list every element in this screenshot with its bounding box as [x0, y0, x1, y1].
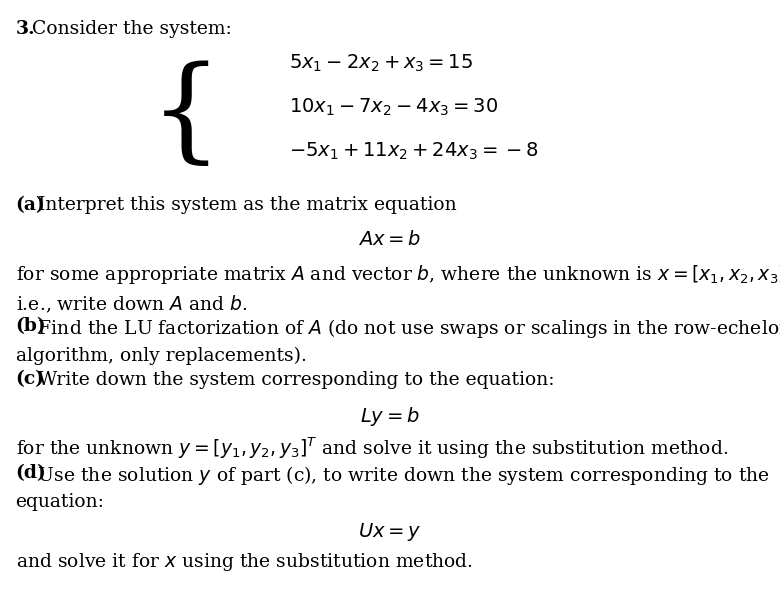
Text: (b): (b) — [16, 317, 46, 335]
Text: Interpret this system as the matrix equation: Interpret this system as the matrix equa… — [31, 196, 456, 214]
Text: Write down the system corresponding to the equation:: Write down the system corresponding to t… — [31, 371, 554, 388]
Text: for the unknown $y = [y_1, y_2, y_3]^T$ and solve it using the substitution meth: for the unknown $y = [y_1, y_2, y_3]^T$ … — [16, 436, 728, 461]
Text: i.e., write down $A$ and $b$.: i.e., write down $A$ and $b$. — [16, 294, 247, 315]
Text: $Ux = y$: $Ux = y$ — [358, 521, 422, 543]
Text: Use the solution $y$ of part (c), to write down the system corresponding to the: Use the solution $y$ of part (c), to wri… — [31, 464, 769, 487]
Text: and solve it for $x$ using the substitution method.: and solve it for $x$ using the substitut… — [16, 551, 473, 573]
Text: $10x_1 - 7x_2 - 4x_3 = 30$: $10x_1 - 7x_2 - 4x_3 = 30$ — [289, 97, 498, 118]
Text: $5x_1 - 2x_2 + x_3 = 15$: $5x_1 - 2x_2 + x_3 = 15$ — [289, 53, 473, 74]
Text: $-5x_1 + 11x_2 + 24x_3 = -8$: $-5x_1 + 11x_2 + 24x_3 = -8$ — [289, 141, 538, 162]
Text: equation:: equation: — [16, 493, 105, 511]
Text: $Ax = b$: $Ax = b$ — [358, 230, 422, 249]
Text: algorithm, only replacements).: algorithm, only replacements). — [16, 347, 307, 365]
Text: for some appropriate matrix $A$ and vector $b$, where the unknown is $x = [x_1, : for some appropriate matrix $A$ and vect… — [16, 262, 780, 287]
Text: Consider the system:: Consider the system: — [27, 20, 232, 37]
Text: (a): (a) — [16, 196, 45, 214]
Text: $Ly = b$: $Ly = b$ — [360, 405, 420, 428]
Text: {: { — [150, 60, 222, 171]
Text: (d): (d) — [16, 464, 46, 482]
Text: 3.: 3. — [16, 20, 35, 37]
Text: (c): (c) — [16, 371, 44, 388]
Text: Find the LU factorization of $A$ (do not use swaps or scalings in the row-echelo: Find the LU factorization of $A$ (do not… — [31, 317, 780, 340]
